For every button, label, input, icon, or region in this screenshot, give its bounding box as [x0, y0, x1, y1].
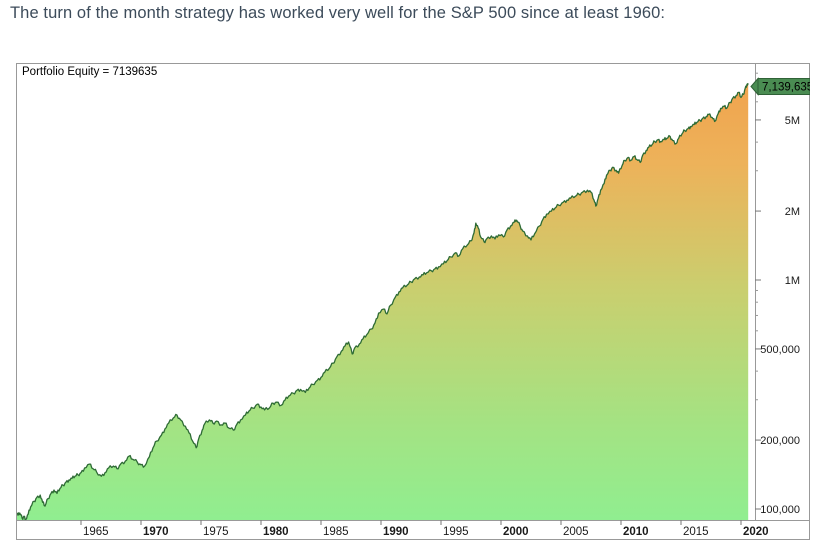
final-value-tag-arrow: [750, 77, 759, 96]
chart-canvas: 5M 2M 1M 500,000 200,000 100,000 1965 1970 1975 1…: [16, 63, 810, 540]
x-tick-label: 1980: [263, 526, 289, 538]
y-tick-label: 2M: [785, 206, 800, 218]
y-tick-label: 200,000: [760, 435, 800, 447]
x-tick-label: 1990: [383, 526, 409, 538]
y-tick-label: 500,000: [760, 344, 800, 356]
chart-border: [16, 63, 810, 540]
x-tick-label: 2015: [683, 526, 709, 538]
equity-chart: 5M 2M 1M 500,000 200,000 100,000 1965 1970 1975 1…: [16, 63, 810, 540]
x-tick-label: 1970: [143, 526, 169, 538]
final-value-tag: [757, 78, 810, 96]
equity-line: [16, 82, 749, 521]
x-tick-label: 2000: [503, 526, 529, 538]
x-tick-label: 2005: [563, 526, 589, 538]
x-tick-label: 2020: [743, 526, 769, 538]
y-tick-label: 5M: [785, 115, 800, 127]
x-tick-label: 2010: [623, 526, 649, 538]
final-value-tag-label: 7,139,635: [762, 82, 810, 94]
x-tick-label: 1995: [443, 526, 469, 538]
x-tick-label: 1965: [83, 526, 109, 538]
page-title: The turn of the month strategy has worke…: [10, 4, 666, 22]
portfolio-equity-label: Portfolio Equity = 7139635: [22, 66, 158, 78]
x-tick-label: 1975: [203, 526, 229, 538]
y-tick-label: 100,000: [760, 504, 800, 516]
y-tick-label: 1M: [785, 275, 800, 287]
equity-area: [16, 83, 749, 520]
x-tick-label: 1985: [323, 526, 349, 538]
